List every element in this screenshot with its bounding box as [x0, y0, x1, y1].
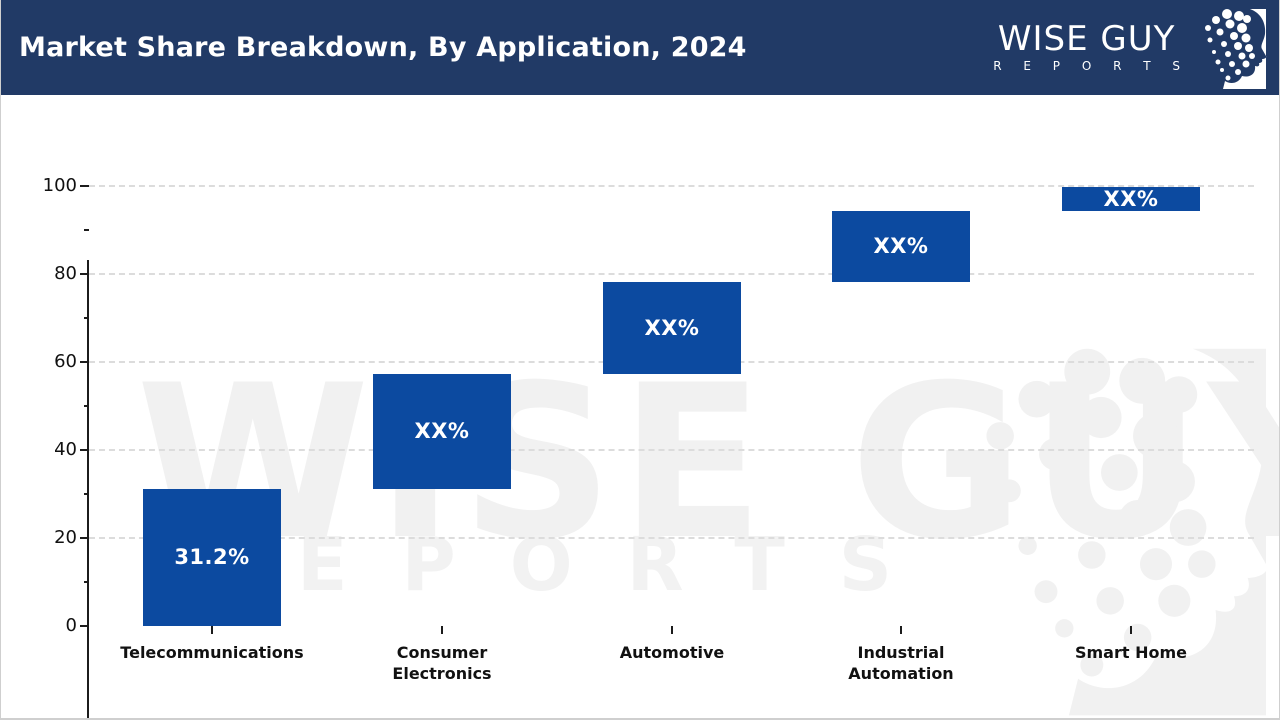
x-tick — [441, 626, 443, 634]
bar-value-label: XX% — [873, 234, 929, 259]
y-major-tick — [80, 273, 89, 275]
bar-3: XX% — [603, 282, 741, 374]
x-tick — [1130, 626, 1132, 634]
gridline-80 — [89, 273, 1254, 275]
y-minor-tick — [84, 317, 89, 319]
y-major-tick — [80, 625, 89, 627]
gridline-20 — [89, 537, 1254, 539]
dotted-face-profile-icon — [1205, 8, 1267, 89]
y-tick-label: 20 — [54, 527, 77, 548]
logo-wordmark: WISE GUY — [997, 19, 1176, 59]
y-minor-tick — [84, 493, 89, 495]
y-major-tick — [80, 449, 89, 451]
header-bar: Market Share Breakdown, By Application, … — [1, 0, 1279, 95]
gridline-40 — [89, 449, 1254, 451]
y-tick-label: 0 — [65, 615, 77, 636]
x-category-label: Automotive — [619, 643, 725, 662]
y-minor-tick — [84, 405, 89, 407]
gridline-100 — [89, 185, 1254, 187]
bar-value-label: XX% — [1103, 186, 1159, 211]
bar-1: 31.2% — [143, 488, 281, 626]
x-tick — [671, 626, 673, 634]
bar-value-label: 31.2% — [174, 545, 250, 570]
bar-value-label: XX% — [414, 419, 470, 444]
x-category-label: Electronics — [392, 664, 492, 683]
x-tick — [211, 626, 213, 634]
y-minor-tick — [84, 229, 89, 231]
y-tick-label: 100 — [42, 175, 77, 196]
x-category-label: Consumer — [396, 643, 488, 662]
y-tick-label: 80 — [54, 263, 77, 284]
y-major-tick — [80, 185, 89, 187]
x-category-label: Industrial — [857, 643, 945, 662]
logo-subtitle: R E P O R T S — [993, 59, 1189, 73]
x-category-label: Automation — [848, 664, 954, 683]
x-category-label: Smart Home — [1074, 643, 1187, 662]
chart-plot-area: WISE GUY REPORTS 31.2% XX% XX% XX% XX% 0 20 40… — [1, 95, 1279, 718]
x-tick — [900, 626, 902, 634]
page-title: Market Share Breakdown, By Application, … — [19, 32, 747, 63]
y-tick-label: 60 — [54, 351, 77, 372]
y-tick-label: 40 — [54, 439, 77, 460]
bar-2: XX% — [373, 373, 511, 489]
y-major-tick — [80, 361, 89, 363]
x-category-label: Telecommunications — [120, 643, 304, 662]
wise-guy-logo: WISE GUY R E P O R T S — [984, 6, 1279, 90]
bar-value-label: XX% — [644, 316, 700, 341]
bar-4: XX% — [832, 210, 970, 283]
y-minor-tick — [84, 581, 89, 583]
watermark-subtitle: REPORTS — [186, 522, 947, 608]
y-axis-spine — [87, 260, 89, 718]
logo-text: WISE GUY R E P O R T S — [984, 22, 1189, 73]
bar-5: XX% — [1062, 187, 1200, 211]
y-major-tick — [80, 537, 89, 539]
